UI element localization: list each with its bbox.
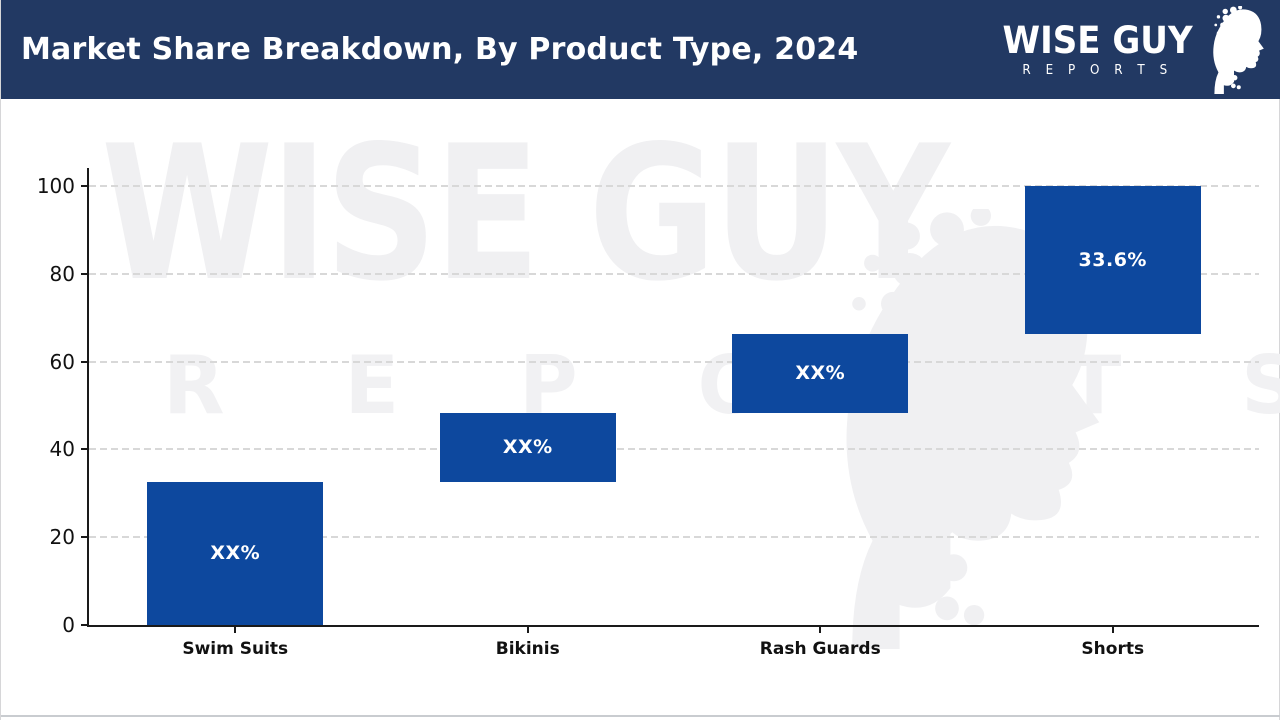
gridline-60 bbox=[89, 360, 1259, 363]
y-tick-80 bbox=[81, 272, 89, 275]
y-tick-label: 40 bbox=[49, 437, 75, 462]
bar-rash-guards: XX% bbox=[732, 333, 909, 413]
gridline-100 bbox=[89, 185, 1259, 187]
y-axis-line bbox=[87, 168, 89, 627]
logo-text: WISE GUY R E P O R T S bbox=[1003, 22, 1193, 77]
y-tick-label: 20 bbox=[49, 525, 75, 550]
y-tick-40 bbox=[81, 448, 89, 451]
watermark-subtext: R E P O R T S bbox=[163, 339, 1280, 432]
x-category-label: Shorts bbox=[1081, 639, 1145, 659]
x-tick-2 bbox=[526, 626, 529, 633]
y-tick-label: 80 bbox=[49, 261, 75, 286]
bar-shorts: 33.6% bbox=[1024, 186, 1201, 334]
bar-value-label: XX% bbox=[502, 436, 553, 459]
bar-value-label: XX% bbox=[795, 362, 846, 384]
watermark-wordmark: WISE GUY bbox=[101, 105, 950, 322]
bar-swim-suits: XX% bbox=[147, 481, 324, 625]
logo-subtext: R E P O R T S bbox=[1022, 63, 1174, 78]
bar-value-label: 33.6% bbox=[1078, 248, 1147, 271]
chart-title: Market Share Breakdown, By Product Type,… bbox=[21, 32, 859, 67]
wise-guy-reports-logo: WISE GUY R E P O R T S bbox=[986, 5, 1267, 94]
x-tick-3 bbox=[819, 626, 822, 633]
x-tick-4 bbox=[1111, 626, 1114, 633]
y-tick-60 bbox=[81, 360, 89, 363]
x-category-label: Bikinis bbox=[495, 639, 560, 659]
x-tick-1 bbox=[234, 626, 237, 633]
y-tick-label: 0 bbox=[62, 613, 75, 637]
chart-plot-area: WISE GUY R E P O R T S 0 20 40 60 80 100 XX% Sw… bbox=[1, 99, 1280, 717]
y-tick-0 bbox=[81, 624, 89, 626]
x-category-label: Swim Suits bbox=[182, 639, 289, 659]
gridline-40 bbox=[89, 448, 1259, 451]
logo-face-icon bbox=[1213, 5, 1264, 94]
bar-bikinis: XX% bbox=[439, 412, 616, 482]
page-border-bottom bbox=[1, 715, 1280, 717]
logo-wordmark: WISE GUY bbox=[1002, 19, 1193, 62]
y-tick-label: 100 bbox=[36, 174, 75, 198]
y-tick-label: 60 bbox=[49, 349, 75, 374]
x-axis-line bbox=[87, 625, 1259, 627]
x-category-label: Rash Guards bbox=[759, 639, 881, 659]
gridline-20 bbox=[89, 536, 1259, 539]
y-tick-20 bbox=[81, 536, 89, 539]
bar-value-label: XX% bbox=[210, 542, 261, 565]
y-tick-100 bbox=[81, 185, 89, 187]
gridline-80 bbox=[89, 272, 1259, 275]
header-bar: Market Share Breakdown, By Product Type,… bbox=[1, 0, 1280, 99]
